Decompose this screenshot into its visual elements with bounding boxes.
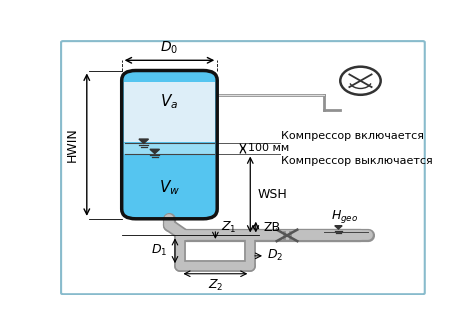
- Text: 100 мм: 100 мм: [248, 143, 290, 153]
- Text: $V_a$: $V_a$: [160, 92, 179, 111]
- Polygon shape: [150, 149, 160, 154]
- Text: $Z_2$: $Z_2$: [208, 278, 223, 293]
- Text: $D_2$: $D_2$: [267, 248, 283, 263]
- Circle shape: [340, 67, 381, 95]
- Text: ZB: ZB: [263, 220, 280, 234]
- Text: $D_1$: $D_1$: [151, 243, 168, 258]
- Text: WSH: WSH: [258, 188, 287, 201]
- Polygon shape: [335, 226, 342, 229]
- Text: HWIN: HWIN: [65, 127, 79, 162]
- Bar: [124, 82, 215, 142]
- Text: $H_{geo}$: $H_{geo}$: [331, 208, 358, 225]
- Polygon shape: [139, 139, 148, 143]
- Text: $D_0$: $D_0$: [160, 39, 179, 56]
- FancyBboxPatch shape: [61, 41, 425, 294]
- Bar: [124, 143, 215, 154]
- Text: $V_w$: $V_w$: [159, 179, 180, 198]
- Text: Компрессор выключается: Компрессор выключается: [282, 156, 433, 166]
- Text: $Z_1$: $Z_1$: [221, 220, 237, 235]
- Text: Компрессор включается: Компрессор включается: [282, 131, 425, 141]
- FancyBboxPatch shape: [122, 70, 217, 219]
